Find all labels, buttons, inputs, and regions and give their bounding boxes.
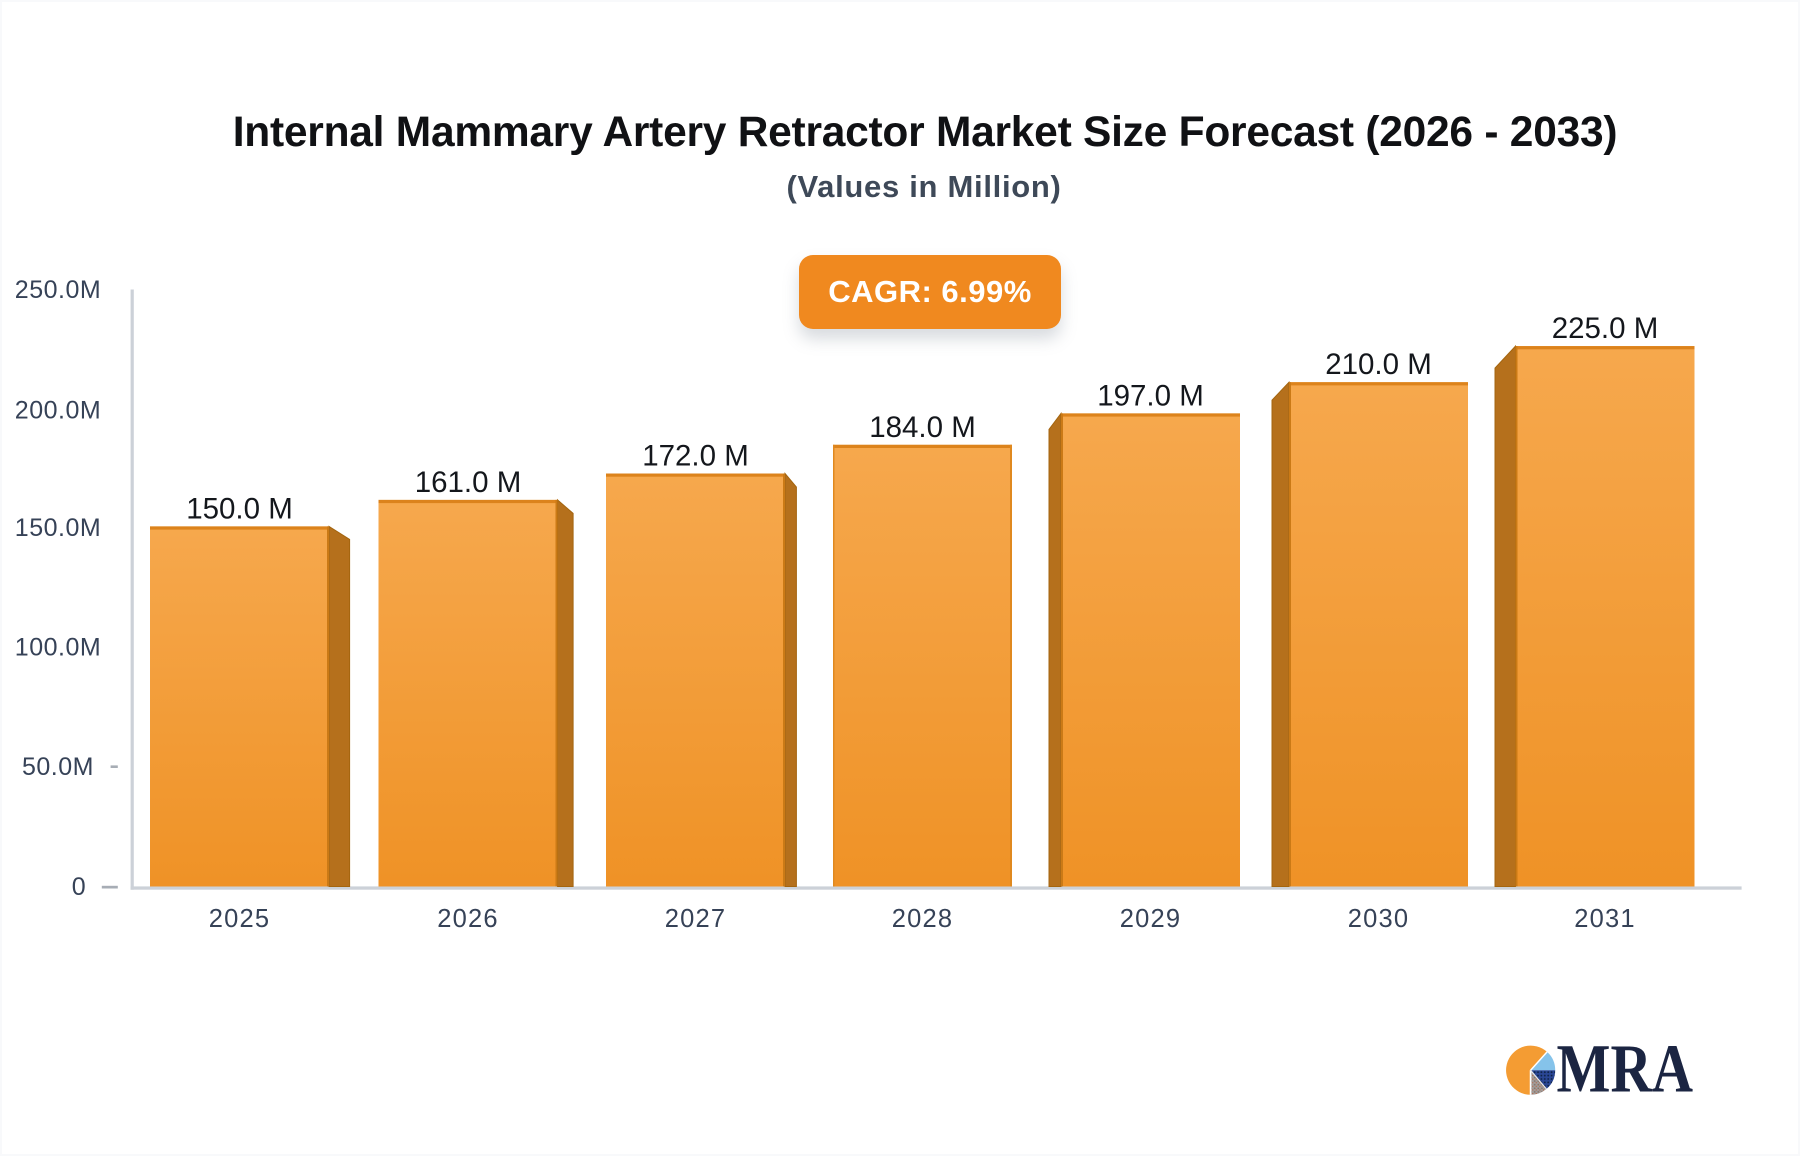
svg-text:100.0M: 100.0M [15, 633, 101, 661]
svg-text:210.0 M: 210.0 M [1325, 348, 1432, 381]
svg-text:2030: 2030 [1348, 905, 1410, 933]
svg-text:161.0 M: 161.0 M [415, 466, 522, 499]
svg-text:2031: 2031 [1574, 905, 1636, 933]
svg-text:2027: 2027 [665, 905, 727, 933]
svg-text:172.0 M: 172.0 M [642, 440, 749, 473]
svg-text:2028: 2028 [892, 905, 954, 933]
svg-text:2026: 2026 [437, 905, 499, 933]
svg-text:MRA: MRA [1557, 1031, 1694, 1107]
svg-text:250.0M: 250.0M [15, 276, 101, 304]
svg-text:150.0M: 150.0M [15, 514, 101, 542]
svg-text:200.0M: 200.0M [15, 396, 101, 424]
svg-text:0: 0 [72, 873, 86, 901]
svg-text:2025: 2025 [209, 905, 271, 933]
svg-text:197.0 M: 197.0 M [1097, 379, 1204, 412]
svg-text:2029: 2029 [1120, 905, 1182, 933]
svg-text:150.0 M: 150.0 M [186, 492, 293, 525]
svg-text:225.0 M: 225.0 M [1552, 312, 1659, 345]
svg-text:50.0M: 50.0M [22, 753, 94, 781]
svg-text:184.0 M: 184.0 M [869, 411, 976, 444]
